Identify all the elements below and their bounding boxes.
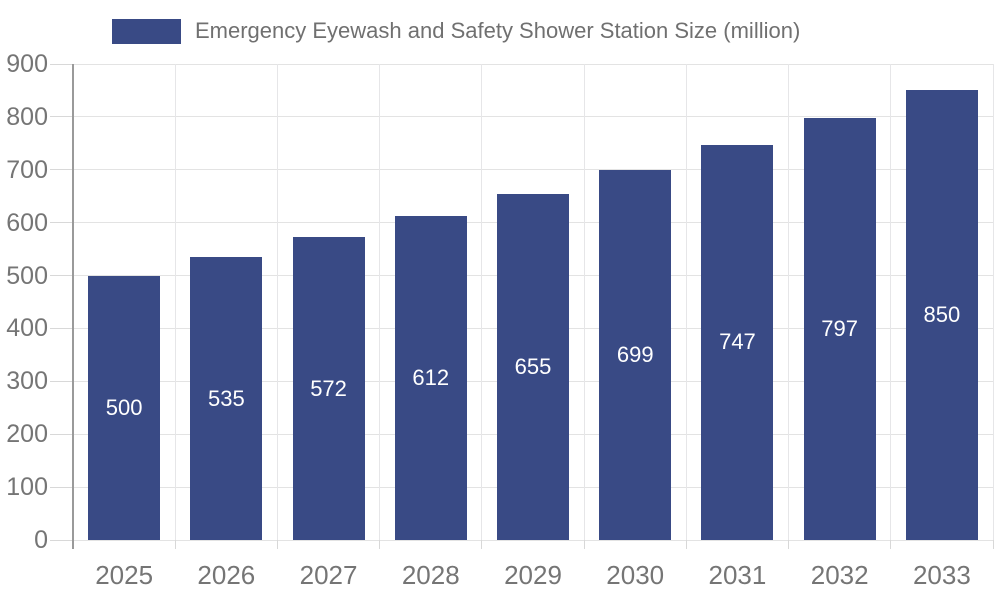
y-tick-mark: [50, 169, 73, 171]
y-gridline: [73, 116, 993, 118]
y-axis-label: 100: [6, 473, 48, 502]
y-axis-label: 500: [6, 261, 48, 290]
bar-value-label: 747: [719, 329, 756, 355]
y-tick-mark: [50, 63, 73, 65]
x-axis-label: 2033: [912, 560, 971, 590]
bar-2030[interactable]: 699: [599, 170, 672, 540]
y-gridline: [73, 63, 993, 65]
y-tick-mark: [50, 327, 73, 329]
bar-2025[interactable]: 500: [88, 275, 161, 540]
y-gridline: [73, 169, 993, 171]
y-tick-mark: [50, 486, 73, 488]
x-tick-mark: [174, 540, 176, 549]
y-tick-mark: [50, 380, 73, 382]
y-axis-label: 400: [6, 314, 48, 343]
y-axis-label: 0: [34, 526, 48, 554]
legend-swatch: [112, 18, 181, 44]
x-axis-label: 2030: [606, 560, 665, 590]
y-gridline: [73, 539, 993, 541]
x-tick-mark: [788, 540, 790, 549]
x-gridline: [890, 64, 892, 540]
bar-value-label: 612: [412, 365, 450, 391]
bar-2031[interactable]: 747: [701, 144, 774, 540]
y-axis-label: 300: [6, 367, 48, 396]
y-tick-mark: [50, 433, 73, 435]
x-axis-label: 2028: [401, 560, 460, 590]
x-gridline: [379, 64, 381, 540]
x-axis-label: 2029: [504, 560, 562, 590]
y-tick-mark: [50, 275, 73, 277]
x-axis-label: 2027: [299, 560, 358, 590]
y-axis-label: 600: [6, 208, 48, 237]
x-tick-mark: [992, 540, 994, 549]
x-gridline: [788, 64, 790, 540]
y-tick-mark: [50, 116, 73, 118]
x-axis-label: 2032: [810, 560, 869, 590]
x-gridline: [174, 64, 176, 540]
y-axis-line: [72, 64, 74, 549]
x-tick-mark: [481, 540, 483, 549]
y-axis-label: 200: [6, 420, 48, 449]
bar-value-label: 797: [821, 316, 859, 342]
bar-value-label: 572: [310, 375, 347, 401]
legend-item[interactable]: Emergency Eyewash and Safety Shower Stat…: [112, 16, 800, 46]
x-axis-label: 2031: [708, 560, 767, 590]
bar-value-label: 655: [514, 353, 552, 379]
x-axis-label: 2025: [95, 560, 154, 590]
y-tick-mark: [50, 222, 73, 224]
y-axis-label: 700: [6, 155, 48, 184]
bar-value-label: 699: [616, 342, 654, 368]
x-gridline: [685, 64, 687, 540]
bar-2033[interactable]: 850: [905, 90, 978, 540]
bar-2032[interactable]: 797: [803, 118, 876, 540]
y-axis-label: 800: [6, 102, 48, 131]
x-tick-mark: [276, 540, 278, 549]
x-tick-mark: [890, 540, 892, 549]
bar-value-label: 850: [923, 302, 961, 328]
bar-2026[interactable]: 535: [190, 257, 263, 540]
x-gridline: [481, 64, 483, 540]
y-axis-label: 900: [6, 50, 48, 78]
x-tick-mark: [685, 540, 687, 549]
bar-2029[interactable]: 655: [497, 193, 569, 540]
legend-label: Emergency Eyewash and Safety Shower Stat…: [195, 18, 801, 43]
x-axis-label: 2026: [197, 560, 256, 590]
y-tick-mark: [50, 539, 73, 541]
bar-2028[interactable]: 612: [394, 216, 467, 540]
x-tick-mark: [379, 540, 381, 549]
x-gridline: [583, 64, 585, 540]
x-tick-mark: [583, 540, 585, 549]
bar-value-label: 500: [105, 394, 143, 420]
x-gridline: [276, 64, 278, 540]
bar-2027[interactable]: 572: [292, 237, 365, 540]
x-gridline: [992, 64, 994, 540]
bar-value-label: 535: [207, 385, 245, 411]
